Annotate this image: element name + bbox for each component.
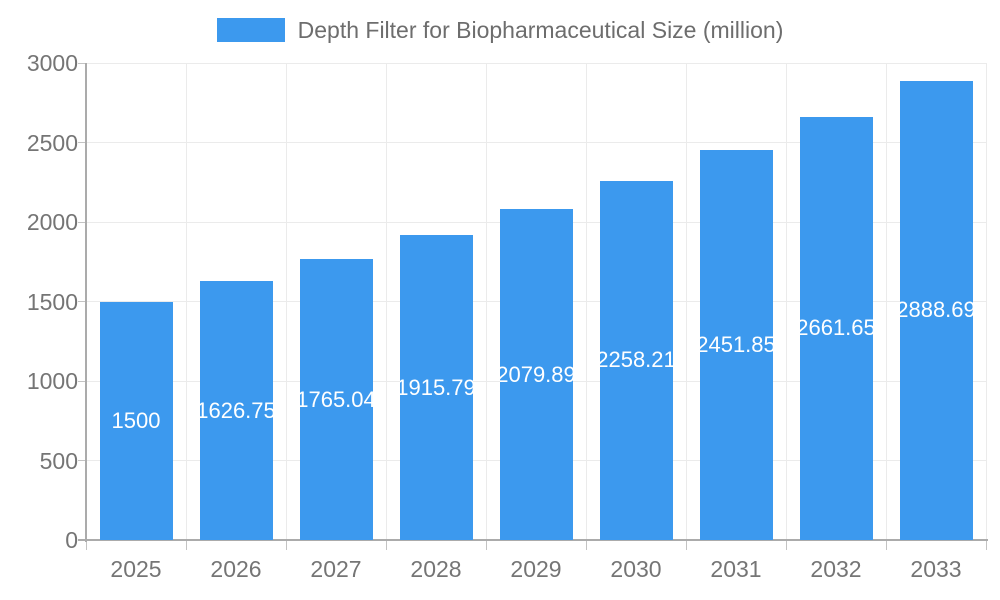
bar-2033[interactable]: 2888.69 xyxy=(899,80,973,540)
x-tick-mark xyxy=(685,541,687,550)
bar-value-label: 2661.65 xyxy=(799,315,873,341)
y-axis-tick-label: 3000 xyxy=(26,50,78,76)
bar-value-label: 1626.75 xyxy=(199,397,273,423)
legend-swatch xyxy=(216,18,285,42)
x-tick-mark xyxy=(85,541,87,550)
bar-2025[interactable]: 1500 xyxy=(99,301,173,540)
chart-title: Depth Filter for Biopharmaceutical Size … xyxy=(297,16,784,43)
x-axis-category-label: 2026 xyxy=(210,556,262,582)
bar-2031[interactable]: 2451.85 xyxy=(699,150,773,540)
bar-2028[interactable]: 1915.79 xyxy=(399,235,473,540)
y-tick-mark xyxy=(78,62,86,64)
x-axis-category-label: 2027 xyxy=(310,556,362,582)
x-axis-category-label: 2033 xyxy=(910,556,962,582)
x-tick-mark xyxy=(185,541,187,550)
x-axis-line xyxy=(78,539,988,541)
y-axis-tick-label: 1500 xyxy=(26,288,78,315)
bar-value-label: 2888.69 xyxy=(899,297,973,323)
x-tick-mark xyxy=(485,541,487,550)
bar-2027[interactable]: 1765.04 xyxy=(299,259,373,540)
y-axis-line xyxy=(85,63,87,542)
x-axis-category-label: 2032 xyxy=(810,556,862,582)
y-axis-tick-label: 2500 xyxy=(26,129,78,156)
x-tick-mark xyxy=(385,541,387,550)
bar-2026[interactable]: 1626.75 xyxy=(199,281,273,540)
bar-2032[interactable]: 2661.65 xyxy=(799,116,873,540)
bar-value-label: 1915.79 xyxy=(399,374,473,400)
x-tick-mark xyxy=(885,541,887,550)
y-gridline xyxy=(86,142,986,143)
x-axis-category-label: 2030 xyxy=(610,556,662,582)
y-axis-tick-label: 1000 xyxy=(26,368,78,394)
x-tick-mark xyxy=(985,541,987,550)
bar-2030[interactable]: 2258.21 xyxy=(599,180,673,540)
bar-value-label: 2451.85 xyxy=(699,332,773,358)
x-axis-category-label: 2028 xyxy=(410,556,462,582)
bar-value-label: 2258.21 xyxy=(599,347,673,373)
x-gridline xyxy=(985,63,987,540)
x-axis-category-label: 2025 xyxy=(110,556,162,582)
bar-value-label: 1500 xyxy=(111,407,161,433)
bar-value-label: 2079.89 xyxy=(499,361,573,387)
x-tick-mark xyxy=(785,541,787,550)
y-axis-tick-label: 0 xyxy=(65,527,78,553)
x-tick-mark xyxy=(285,541,287,550)
x-axis-category-label: 2029 xyxy=(510,556,562,582)
chart-legend[interactable]: Depth Filter for Biopharmaceutical Size … xyxy=(0,17,1000,43)
y-axis-tick-label: 500 xyxy=(39,447,78,474)
bar-2029[interactable]: 2079.89 xyxy=(499,209,573,540)
x-tick-mark xyxy=(585,541,587,550)
bar-value-label: 1765.04 xyxy=(299,386,373,412)
y-tick-mark xyxy=(78,301,86,302)
y-tick-mark xyxy=(78,380,86,382)
y-tick-mark xyxy=(78,221,86,223)
x-axis-category-label: 2031 xyxy=(710,556,762,582)
y-gridline xyxy=(86,62,986,64)
y-axis-tick-label: 2000 xyxy=(26,209,78,235)
y-tick-mark xyxy=(78,460,86,461)
y-tick-mark xyxy=(78,142,86,143)
